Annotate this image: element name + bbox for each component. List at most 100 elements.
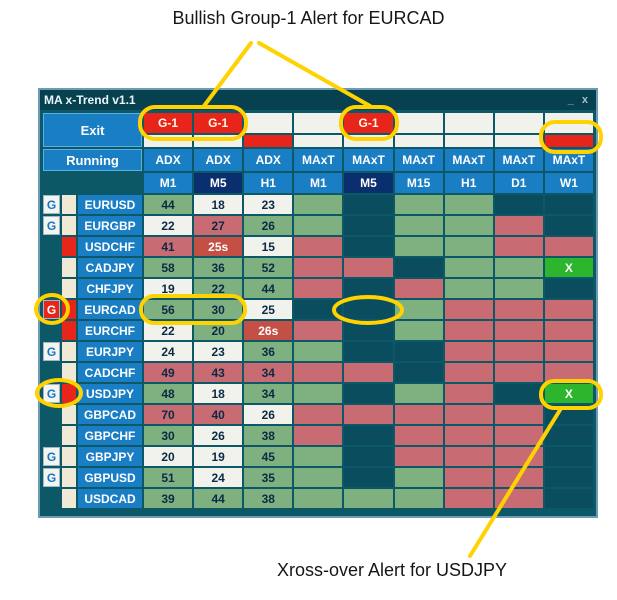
- adx-value-cell: 45: [244, 447, 293, 466]
- pair-name: GBPCHF: [78, 426, 142, 445]
- group-flag-box: [43, 405, 60, 424]
- maxt-trend-cell: [494, 384, 543, 403]
- signal-strip: [62, 216, 76, 235]
- maxt-trend-cell: [394, 321, 443, 340]
- maxt-trend-cell: [444, 489, 493, 508]
- running-button[interactable]: Running: [43, 149, 142, 171]
- maxt-trend-cell: [394, 258, 443, 277]
- exit-alert-cell: [294, 113, 343, 133]
- group-flag-box: G: [43, 195, 60, 214]
- maxt-trend-cell: [394, 279, 443, 298]
- column-group-header: ADX: [244, 149, 293, 171]
- close-button[interactable]: x: [581, 94, 588, 106]
- pair-name: CADJPY: [78, 258, 142, 277]
- adx-value-cell: 25s: [194, 237, 243, 256]
- exit-button[interactable]: Exit: [43, 113, 142, 147]
- signal-strip: [62, 237, 76, 256]
- maxt-trend-cell: [294, 426, 343, 445]
- column-timeframe-header: H1: [244, 173, 293, 193]
- signal-strip: [62, 279, 76, 298]
- pair-name: GBPJPY: [78, 447, 142, 466]
- maxt-trend-cell: [394, 489, 443, 508]
- exit-alert-cell-g1: G-1: [344, 113, 393, 133]
- maxt-trend-cell: [494, 342, 543, 361]
- adx-value-cell: 22: [194, 279, 243, 298]
- maxt-trend-cell: [494, 195, 543, 214]
- adx-value-cell: 26: [244, 405, 293, 424]
- column-group-header: ADX: [194, 149, 243, 171]
- pair-row-gbpjpy: G GBPJPY 20 19 45: [43, 447, 593, 466]
- column-timeframe-row: M1 M5 H1 M1 M5 M15 H1 D1 W1: [144, 173, 593, 193]
- exit-signal-cell: [494, 135, 543, 147]
- column-group-header: ADX: [144, 149, 193, 171]
- maxt-trend-cell: [444, 384, 493, 403]
- group-flag-box: G: [43, 447, 60, 466]
- maxt-trend-cell: [394, 195, 443, 214]
- maxt-trend-cell: [394, 384, 443, 403]
- maxt-trend-cell: [444, 447, 493, 466]
- adx-value-cell: 23: [244, 195, 293, 214]
- exit-alert-cell: [444, 113, 493, 133]
- maxt-trend-cell: [444, 342, 493, 361]
- maxt-trend-cell: [494, 237, 543, 256]
- maxt-trend-cell: [394, 363, 443, 382]
- pair-row-eurjpy: G EURJPY 24 23 36: [43, 342, 593, 361]
- adx-value-cell: 23: [194, 342, 243, 361]
- group-flag-box: [43, 279, 60, 298]
- maxt-trend-cell: [544, 426, 593, 445]
- maxt-trend-cell: [494, 216, 543, 235]
- maxt-trend-cell: [344, 279, 393, 298]
- exit-alert-cell-g1: G-1: [144, 113, 193, 133]
- column-timeframe-header: D1: [494, 173, 543, 193]
- header-left-column: Exit Running: [43, 113, 142, 193]
- adx-value-cell: 19: [144, 279, 193, 298]
- maxt-trend-cell: [544, 300, 593, 319]
- adx-value-cell: 44: [244, 279, 293, 298]
- adx-value-cell: 56: [144, 300, 193, 319]
- column-group-row: ADX ADX ADX MAxT MAxT MAxT MAxT MAxT MAxT: [144, 149, 593, 171]
- pair-row-eurusd: G EURUSD 44 18 23: [43, 195, 593, 214]
- adx-value-cell: 38: [244, 426, 293, 445]
- maxt-trend-cell: [294, 237, 343, 256]
- adx-value-cell: 22: [144, 216, 193, 235]
- maxt-trend-cell: [544, 468, 593, 487]
- column-timeframe-header: M15: [394, 173, 443, 193]
- pair-name: USDJPY: [78, 384, 142, 403]
- maxt-trend-cell: [294, 300, 343, 319]
- ma-xtrend-window: MA x-Trend v1.1 _ x Exit Running G-1 G-1 G…: [38, 88, 598, 518]
- maxt-trend-cell: [294, 363, 343, 382]
- pair-name: CADCHF: [78, 363, 142, 382]
- window-title: MA x-Trend v1.1: [44, 93, 136, 107]
- exit-alert-cell: [394, 113, 443, 133]
- exit-signal-cell: [394, 135, 443, 147]
- maxt-trend-cell: [544, 321, 593, 340]
- signal-strip: [62, 300, 76, 319]
- maxt-trend-cell: [544, 363, 593, 382]
- maxt-trend-cell: [344, 489, 393, 508]
- maxt-trend-cell: [344, 363, 393, 382]
- adx-value-cell: 36: [194, 258, 243, 277]
- top-annotation-text: Bullish Group-1 Alert for EURCAD: [172, 8, 445, 28]
- maxt-cross-cell: X: [544, 384, 593, 403]
- adx-value-cell: 38: [244, 489, 293, 508]
- signal-strip: [62, 384, 76, 403]
- maxt-trend-cell: [494, 321, 543, 340]
- column-group-header: MAxT: [394, 149, 443, 171]
- maxt-trend-cell: [494, 447, 543, 466]
- pair-row-cadjpy: CADJPY 58 36 52 X: [43, 258, 593, 277]
- adx-value-cell: 18: [194, 195, 243, 214]
- exit-alert-cell: [544, 113, 593, 133]
- column-timeframe-header: M1: [294, 173, 343, 193]
- title-bar[interactable]: MA x-Trend v1.1 _ x: [40, 90, 596, 110]
- maxt-trend-cell: [494, 468, 543, 487]
- adx-value-cell: 36: [244, 342, 293, 361]
- indicator-table: Exit Running G-1 G-1 G-1 ADX ADX ADX MAxT MAxT…: [40, 110, 596, 511]
- minimize-button[interactable]: _: [567, 94, 574, 106]
- maxt-trend-cell: [394, 300, 443, 319]
- adx-value-cell: 51: [144, 468, 193, 487]
- maxt-trend-cell: [544, 489, 593, 508]
- pair-row-gbpcad: GBPCAD 70 40 26: [43, 405, 593, 424]
- group-flag-box: G: [43, 216, 60, 235]
- maxt-trend-cell: [294, 468, 343, 487]
- signal-strip: [62, 489, 76, 508]
